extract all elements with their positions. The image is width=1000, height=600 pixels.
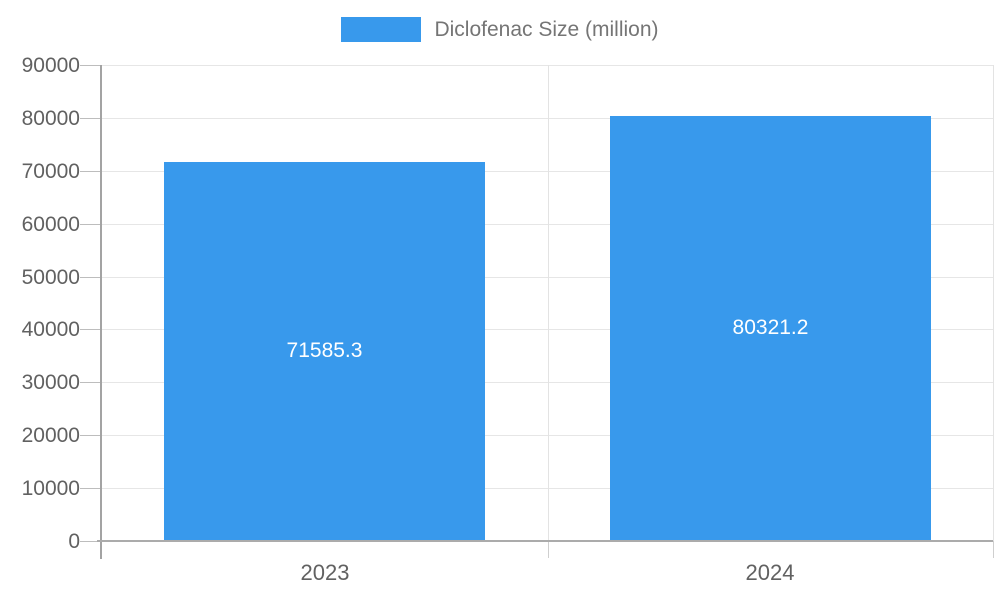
y-gridline xyxy=(102,488,993,489)
y-gridline xyxy=(102,171,993,172)
y-axis-tick xyxy=(80,224,102,225)
y-gridline xyxy=(102,382,993,383)
y-tick-label: 50000 xyxy=(21,266,80,289)
y-axis-tick xyxy=(80,118,102,119)
y-tick-label: 20000 xyxy=(21,424,80,447)
y-gridline xyxy=(102,435,993,436)
bar-2024[interactable]: 80321.2 xyxy=(610,116,931,540)
y-axis-line xyxy=(100,65,102,559)
y-axis-tick xyxy=(80,65,102,66)
legend[interactable]: Diclofenac Size (million) xyxy=(0,17,1000,42)
x-axis-line xyxy=(97,540,993,542)
y-gridline xyxy=(102,224,993,225)
y-gridline xyxy=(102,277,993,278)
x-axis-tick xyxy=(993,541,994,558)
legend-swatch-icon xyxy=(341,17,422,42)
y-axis-tick xyxy=(80,329,102,330)
y-axis-tick xyxy=(80,435,102,436)
y-gridline xyxy=(102,118,993,119)
y-tick-label: 10000 xyxy=(21,477,80,500)
category-gridline xyxy=(993,65,994,541)
y-tick-label: 60000 xyxy=(21,213,80,236)
y-tick-label: 90000 xyxy=(21,54,80,77)
category-gridline xyxy=(548,65,549,541)
y-axis-tick xyxy=(80,382,102,383)
bar-value-label: 80321.2 xyxy=(732,316,809,339)
x-tick-label: 2023 xyxy=(300,560,350,585)
x-tick-label: 2024 xyxy=(745,560,795,585)
y-axis-tick xyxy=(80,277,102,278)
x-axis-tick xyxy=(548,541,549,558)
legend-label: Diclofenac Size (million) xyxy=(434,18,659,41)
y-tick-label: 30000 xyxy=(21,371,80,394)
y-tick-label: 40000 xyxy=(21,318,80,341)
y-gridline xyxy=(102,65,993,66)
y-axis-tick xyxy=(80,541,102,542)
bar-value-label: 71585.3 xyxy=(286,339,363,362)
y-gridline xyxy=(102,329,993,330)
bar-2023[interactable]: 71585.3 xyxy=(164,162,485,540)
y-axis-tick xyxy=(80,171,102,172)
y-tick-label: 70000 xyxy=(21,160,80,183)
y-tick-label: 0 xyxy=(68,530,80,553)
y-axis-tick xyxy=(80,488,102,489)
y-tick-label: 80000 xyxy=(21,107,80,130)
